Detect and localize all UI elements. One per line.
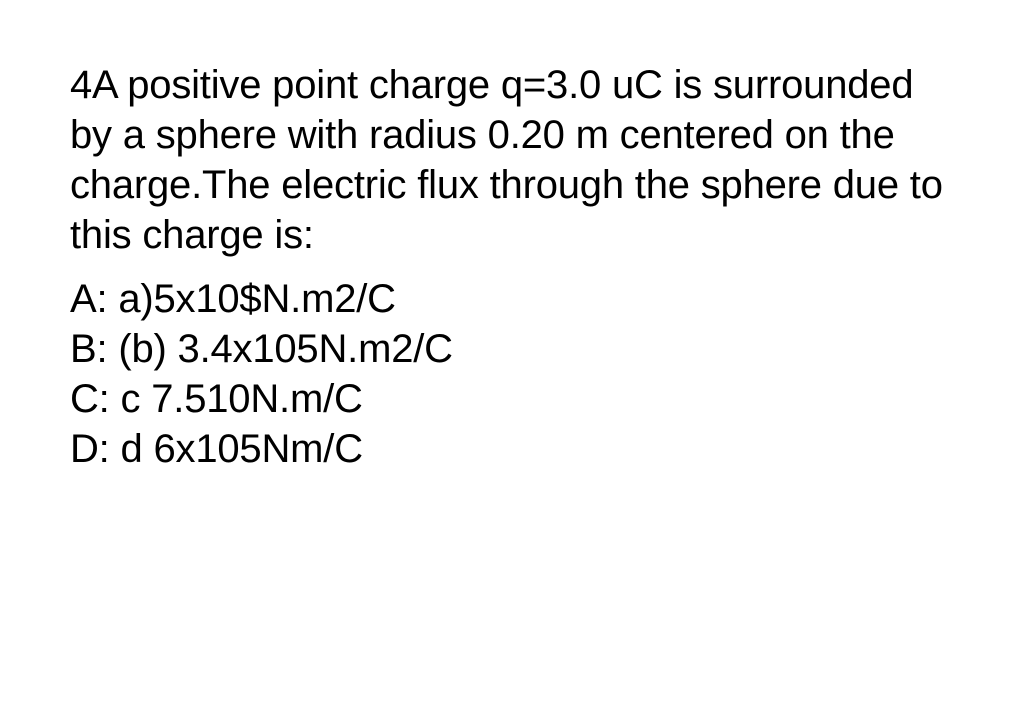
option-d: D: d 6x105Nm/C: [70, 424, 964, 474]
option-a-label: A:: [70, 277, 107, 321]
option-a-text: a)5x10$N.m2/C: [118, 277, 396, 321]
option-c: C: c 7.510N.m/C: [70, 374, 964, 424]
options-list: A: a)5x10$N.m2/C B: (b) 3.4x105N.m2/C C:…: [70, 274, 964, 474]
option-d-label: D:: [70, 427, 110, 471]
option-b-text: (b) 3.4x105N.m2/C: [118, 327, 453, 371]
option-c-label: C:: [70, 377, 110, 421]
option-b-label: B:: [70, 327, 107, 371]
option-b: B: (b) 3.4x105N.m2/C: [70, 324, 964, 374]
option-c-text: c 7.510N.m/C: [121, 377, 363, 421]
option-d-text: d 6x105Nm/C: [121, 427, 363, 471]
option-a: A: a)5x10$N.m2/C: [70, 274, 964, 324]
question-text: 4A positive point charge q=3.0 uC is sur…: [70, 60, 964, 260]
